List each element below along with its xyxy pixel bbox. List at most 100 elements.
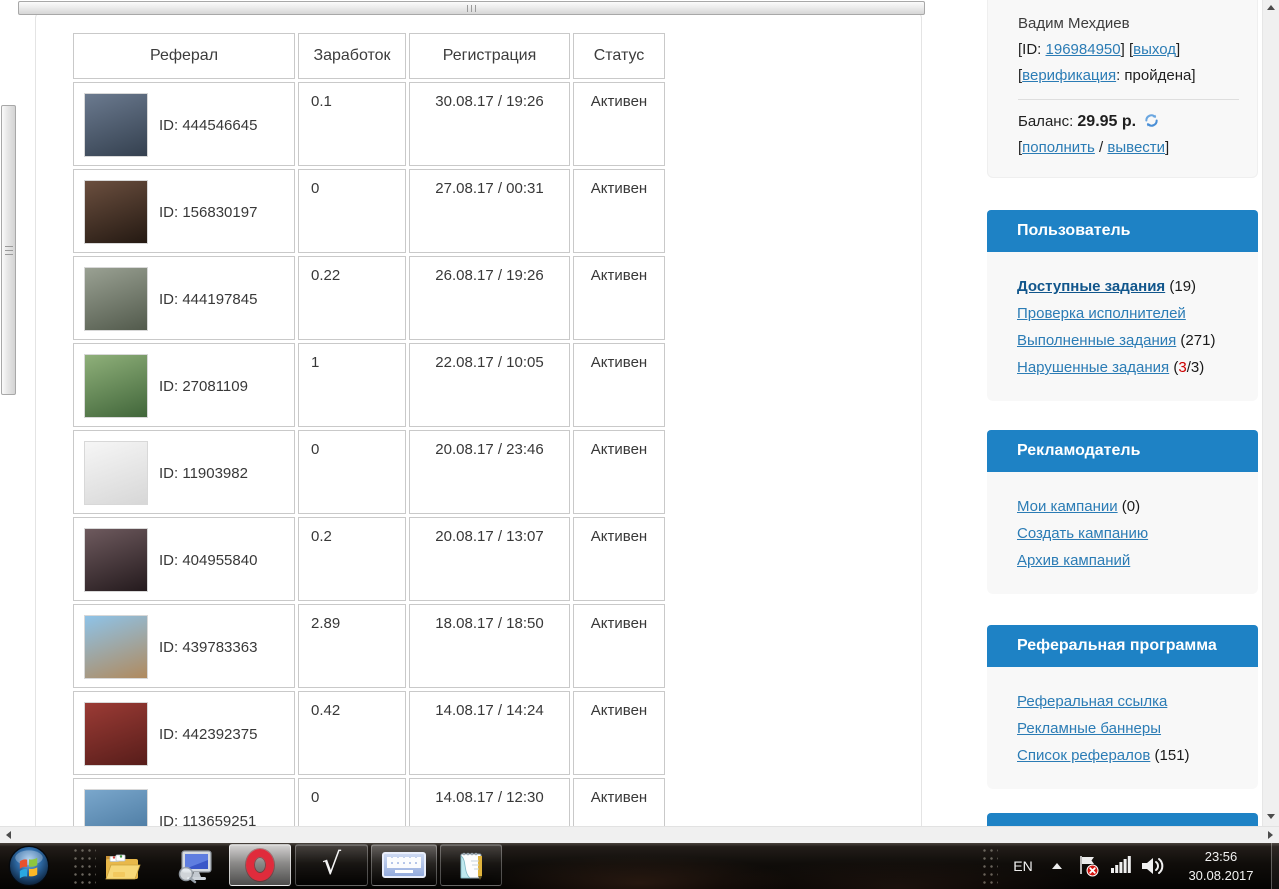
notepad-button[interactable] xyxy=(440,844,502,886)
sidebar-section: Реферальная программа Реферальная ссылка… xyxy=(987,625,1258,789)
explorer-folder-icon[interactable] xyxy=(103,848,141,884)
sidebar-link[interactable]: Рекламные баннеры xyxy=(1017,720,1162,737)
verification-status: : пройдена] xyxy=(1116,67,1196,84)
sidebar-section-body: Доступные задания (19) Проверка исполнит… xyxy=(987,252,1258,401)
sidebar-link[interactable]: Нарушенные задания xyxy=(1017,359,1170,376)
calculator-sqrt-button[interactable]: √ xyxy=(295,844,368,886)
status-cell: Активен xyxy=(573,169,665,253)
sidebar-link[interactable]: Выполненные задания xyxy=(1017,332,1177,349)
sidebar-section-header: Пользователь xyxy=(987,210,1258,252)
user-panel: Вадим Мехдиев [ID: 196984950] [выход] [в… xyxy=(987,0,1258,178)
bracket-text: ] xyxy=(1175,41,1181,58)
vertical-scrollbar[interactable] xyxy=(1262,0,1279,826)
network-signal-icon[interactable] xyxy=(1110,854,1132,876)
sidebar-link-line: Мои кампании (0) xyxy=(1017,493,1248,520)
vertical-scrollbar-thumb[interactable] xyxy=(1,105,16,395)
verification-link[interactable]: верификация xyxy=(1022,67,1117,84)
table-header-row: Реферал Заработок Регистрация Статус xyxy=(73,33,665,79)
opera-browser-button[interactable] xyxy=(229,844,291,886)
sqrt-icon: √ xyxy=(321,847,342,882)
logout-link[interactable]: выход xyxy=(1133,41,1176,58)
sidebar-link-line: Доступные задания (19) xyxy=(1017,273,1248,300)
sidebar-link[interactable]: Архив кампаний xyxy=(1017,552,1131,569)
scroll-down-button[interactable] xyxy=(1262,806,1279,826)
volume-speaker-icon[interactable] xyxy=(1140,854,1166,878)
sidebar-link[interactable]: Проверка исполнителей xyxy=(1017,305,1186,322)
link-alert-count: 3 xyxy=(1178,359,1187,376)
registration-cell: 20.08.17 / 13:07 xyxy=(409,517,570,601)
status-cell: Активен xyxy=(573,430,665,514)
bracket-text: [ xyxy=(1018,139,1023,156)
computer-icon[interactable] xyxy=(174,848,214,884)
registration-cell: 30.08.17 / 19:26 xyxy=(409,82,570,166)
table-row: ID: 27081109 1 22.08.17 / 10:05 Активен xyxy=(73,343,665,427)
refresh-icon[interactable] xyxy=(1144,113,1159,128)
start-button[interactable] xyxy=(7,844,51,888)
link-count: (271) xyxy=(1176,332,1216,349)
registration-cell: 20.08.17 / 23:46 xyxy=(409,430,570,514)
referral-id: ID: 404955840 xyxy=(159,551,258,569)
horizontal-scrollbar[interactable] xyxy=(0,826,1279,843)
earnings-cell: 0.22 xyxy=(298,256,406,340)
sidebar-section-body: Мои кампании (0) Создать кампанию Архив … xyxy=(987,472,1258,594)
action-center-flag-icon[interactable] xyxy=(1078,854,1100,878)
user-id-link[interactable]: 196984950 xyxy=(1045,41,1121,58)
tray-grip[interactable] xyxy=(983,849,998,884)
referral-avatar xyxy=(84,354,148,418)
sidebar-link[interactable]: Создать кампанию xyxy=(1017,525,1149,542)
topup-link[interactable]: пополнить xyxy=(1022,139,1095,156)
referral-id: ID: 11903982 xyxy=(159,464,248,482)
sidebar-section: Рекламодатель Мои кампании (0) Создать к… xyxy=(987,430,1258,594)
referral-avatar xyxy=(84,528,148,592)
hidden-icons-arrow-icon[interactable] xyxy=(1052,863,1062,869)
referral-avatar xyxy=(84,441,148,505)
registration-cell: 27.08.17 / 00:31 xyxy=(409,169,570,253)
sidebar-link[interactable]: Реферальная ссылка xyxy=(1017,693,1168,710)
language-indicator[interactable]: EN xyxy=(1013,858,1033,874)
scroll-left-button[interactable] xyxy=(0,826,17,843)
scroll-right-button[interactable] xyxy=(1262,826,1279,843)
table-row: ID: 11903982 0 20.08.17 / 23:46 Активен xyxy=(73,430,665,514)
referral-id: ID: 156830197 xyxy=(159,203,258,221)
tray-clock[interactable]: 23:56 30.08.2017 xyxy=(1178,847,1264,885)
referral-id: ID: 444197845 xyxy=(159,290,258,308)
balance-line: Баланс: 29.95 р. xyxy=(1018,109,1239,135)
taskbar-grip[interactable] xyxy=(74,849,96,884)
sidebar-link-line: Архив кампаний xyxy=(1017,547,1248,574)
withdraw-link[interactable]: вывести xyxy=(1107,139,1166,156)
divider xyxy=(1018,99,1239,100)
horizontal-scrollbar-thumb[interactable] xyxy=(18,1,925,15)
onscreen-keyboard-button[interactable] xyxy=(371,844,437,886)
sidebar-link[interactable]: Список рефералов xyxy=(1017,747,1151,764)
registration-cell: 22.08.17 / 10:05 xyxy=(409,343,570,427)
sidebar-link[interactable]: Мои кампании xyxy=(1017,498,1118,515)
col-header-registration: Регистрация xyxy=(409,33,570,79)
notepad-icon xyxy=(460,852,482,880)
bracket-text: ] xyxy=(1165,139,1170,156)
registration-cell: 26.08.17 / 19:26 xyxy=(409,256,570,340)
sidebar-section: Пользователь Доступные задания (19) Пров… xyxy=(987,210,1258,401)
sidebar-link[interactable]: Доступные задания xyxy=(1017,278,1166,295)
tray-time: 23:56 xyxy=(1204,849,1238,864)
verification-line: [верификация: пройдена] xyxy=(1018,63,1239,89)
referral-avatar xyxy=(84,615,148,679)
col-header-status: Статус xyxy=(573,33,665,79)
link-count: ( xyxy=(1169,359,1179,376)
scroll-up-button[interactable] xyxy=(1262,0,1279,15)
referral-avatar xyxy=(84,702,148,766)
table-row: ID: 156830197 0 27.08.17 / 00:31 Активен xyxy=(73,169,665,253)
separator-text: / xyxy=(1094,139,1108,156)
link-count-tail: /3) xyxy=(1186,359,1205,376)
sidebar-link-line: Выполненные задания (271) xyxy=(1017,327,1248,354)
referral-id: ID: 439783363 xyxy=(159,638,258,656)
balance-actions-line: [пополнить / вывести] xyxy=(1018,135,1239,161)
col-header-referral: Реферал xyxy=(73,33,295,79)
referral-avatar xyxy=(84,267,148,331)
show-desktop-button[interactable] xyxy=(1271,843,1279,889)
link-count: (151) xyxy=(1150,747,1190,764)
referral-id: ID: 444546645 xyxy=(159,116,258,134)
link-count: (0) xyxy=(1117,498,1141,515)
table-row: ID: 444197845 0.22 26.08.17 / 19:26 Акти… xyxy=(73,256,665,340)
windows-flag-icon xyxy=(19,857,38,879)
table-row: ID: 442392375 0.42 14.08.17 / 14:24 Акти… xyxy=(73,691,665,775)
